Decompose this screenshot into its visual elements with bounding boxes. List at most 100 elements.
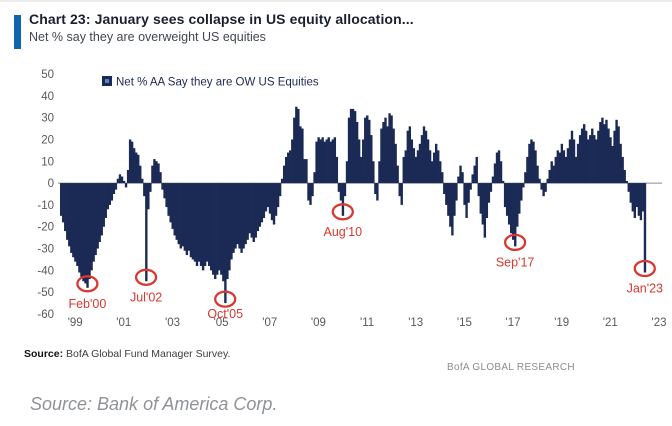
bar xyxy=(262,183,266,218)
bar xyxy=(560,143,564,184)
bar xyxy=(260,183,264,223)
bar xyxy=(372,161,375,184)
bar xyxy=(443,183,446,194)
bar xyxy=(250,183,253,238)
bar xyxy=(145,183,148,282)
bar xyxy=(424,130,428,184)
bar xyxy=(291,139,294,184)
bar xyxy=(607,128,610,184)
bar xyxy=(388,113,391,184)
bar xyxy=(465,183,468,218)
bar xyxy=(437,150,440,184)
bar xyxy=(60,183,63,216)
annotation-label: Sep'17 xyxy=(496,255,535,269)
bar xyxy=(311,183,314,197)
y-axis-tick-label: -40 xyxy=(37,265,54,277)
bar xyxy=(94,183,97,256)
bar xyxy=(282,165,286,184)
bar xyxy=(116,178,120,184)
annotation-circle xyxy=(633,259,656,278)
x-axis-tick-label: '05 xyxy=(214,317,229,329)
bar xyxy=(163,183,166,199)
annotation-circle xyxy=(331,203,354,221)
bars-group xyxy=(60,106,647,304)
bar xyxy=(309,183,312,205)
bar xyxy=(64,183,67,232)
bar xyxy=(483,183,487,238)
annotation-label: Aug'10 xyxy=(324,225,363,239)
bofa-global-research-brand: BofA GLOBAL RESEARCH xyxy=(447,362,575,373)
bar xyxy=(449,183,452,227)
bar xyxy=(481,183,484,225)
bar xyxy=(114,183,118,190)
bar xyxy=(453,183,456,216)
bar xyxy=(280,178,284,184)
bar xyxy=(66,183,69,240)
bar xyxy=(507,183,511,225)
bar xyxy=(264,183,268,212)
bar xyxy=(228,183,231,271)
bar xyxy=(404,150,407,184)
bar xyxy=(88,183,91,280)
chart-title: Chart 23: January sees collapse in US eq… xyxy=(29,11,414,27)
bar xyxy=(406,130,409,184)
bar xyxy=(374,183,377,194)
bar xyxy=(92,183,95,262)
bar xyxy=(593,135,596,184)
annotation-circle xyxy=(76,275,99,293)
bar xyxy=(520,183,523,201)
bar xyxy=(327,137,330,184)
bar xyxy=(335,156,339,184)
bar xyxy=(293,117,296,184)
bar xyxy=(155,161,158,184)
bar xyxy=(289,150,292,184)
bar xyxy=(418,143,422,184)
bar xyxy=(331,139,334,184)
bar xyxy=(471,174,474,184)
bar xyxy=(299,126,302,184)
bar xyxy=(457,176,460,184)
bar xyxy=(287,152,290,184)
bar xyxy=(266,183,270,208)
bar xyxy=(104,183,107,218)
bar xyxy=(422,126,426,184)
bar xyxy=(132,148,136,184)
bar xyxy=(153,159,156,184)
bar xyxy=(84,183,87,284)
bar xyxy=(613,130,616,184)
bar xyxy=(246,183,249,240)
bar xyxy=(516,183,519,227)
y-axis-tick-label: 10 xyxy=(41,156,54,168)
x-axis-tick-label: '13 xyxy=(408,317,423,329)
bar xyxy=(236,183,239,245)
bar xyxy=(493,163,497,184)
bar xyxy=(408,126,412,184)
bar xyxy=(285,156,288,184)
bar xyxy=(118,174,122,184)
y-axis-tick-label: -30 xyxy=(37,244,54,256)
bar xyxy=(345,161,349,184)
bar xyxy=(534,150,537,184)
bar xyxy=(157,163,160,184)
bar xyxy=(333,137,337,184)
bar xyxy=(102,183,105,227)
y-axis-tick-label: -50 xyxy=(37,287,54,299)
title-accent-bar xyxy=(14,15,21,49)
bar xyxy=(143,183,146,197)
bar xyxy=(451,183,454,236)
bar xyxy=(487,183,491,203)
bar xyxy=(445,183,448,205)
bar xyxy=(256,183,259,232)
bar xyxy=(214,183,217,280)
bar xyxy=(629,183,632,203)
bar xyxy=(177,183,180,245)
bar xyxy=(558,152,562,184)
bar xyxy=(82,183,85,282)
bar xyxy=(428,150,432,184)
x-axis-tick-label: '19 xyxy=(554,317,569,329)
bar xyxy=(181,183,184,247)
bar xyxy=(536,165,539,184)
bar xyxy=(244,183,247,245)
bar xyxy=(597,130,600,184)
